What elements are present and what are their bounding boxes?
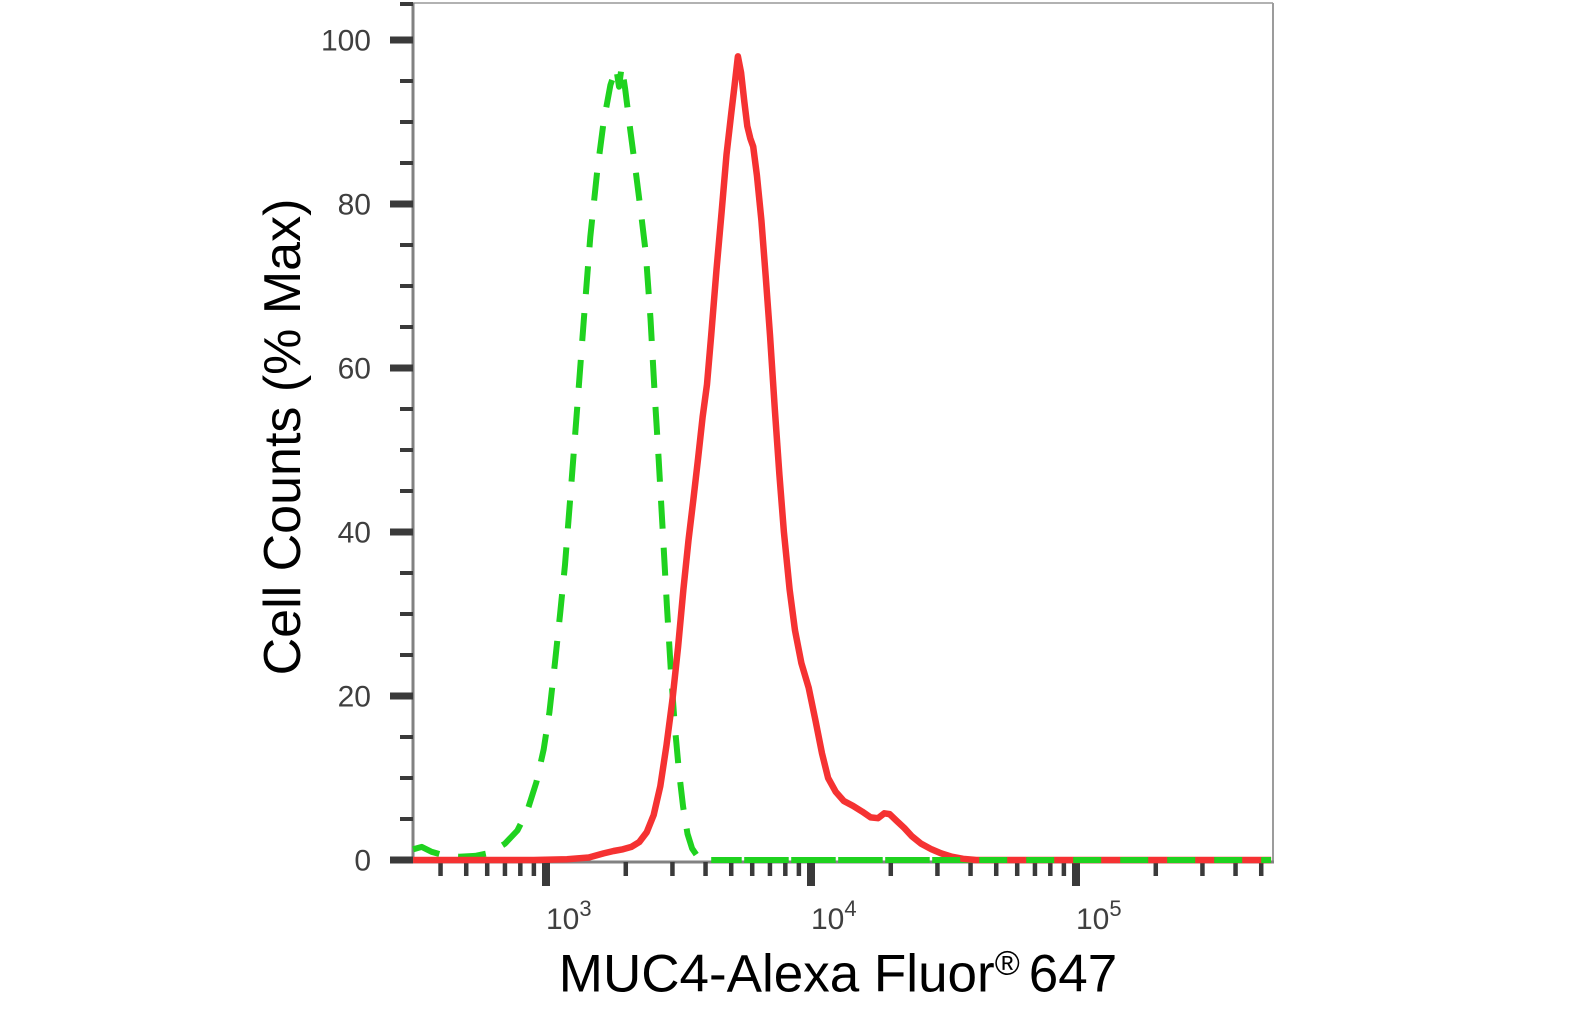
y-tick-label: 0 — [354, 845, 371, 878]
y-tick-label: 20 — [338, 681, 371, 714]
x-axis-title-text: MUC4-Alexa Fluor — [558, 944, 995, 1004]
x-axis-ticks — [438, 862, 1264, 886]
x-tick-label: 104 — [811, 896, 857, 936]
y-axis-ticks — [390, 2, 413, 864]
muc4-curve-solid — [413, 53, 1272, 864]
y-axis-title: Cell Counts (% Max) — [253, 199, 313, 676]
y-tick-label: 100 — [321, 25, 371, 58]
x-tick-label: 105 — [1076, 896, 1122, 936]
y-tick-label: 80 — [338, 189, 371, 222]
x-axis-tick-labels: 103 104 105 — [546, 896, 1122, 936]
y-axis-title-text: Cell Counts (% Max) — [254, 198, 312, 676]
control-curve-dashed — [412, 63, 1272, 863]
y-axis-tick-labels: 0 20 40 60 80 100 — [321, 25, 371, 878]
x-axis-title-suffix: 647 — [1028, 944, 1118, 1004]
x-axis-title: MUC4-Alexa Fluor® 647 — [559, 944, 1117, 1005]
y-tick-label: 60 — [338, 353, 371, 386]
registered-trademark-symbol: ® — [994, 944, 1020, 983]
plot-frame — [411, 2, 1274, 864]
y-tick-label: 40 — [338, 517, 371, 550]
x-tick-label: 103 — [546, 896, 592, 936]
